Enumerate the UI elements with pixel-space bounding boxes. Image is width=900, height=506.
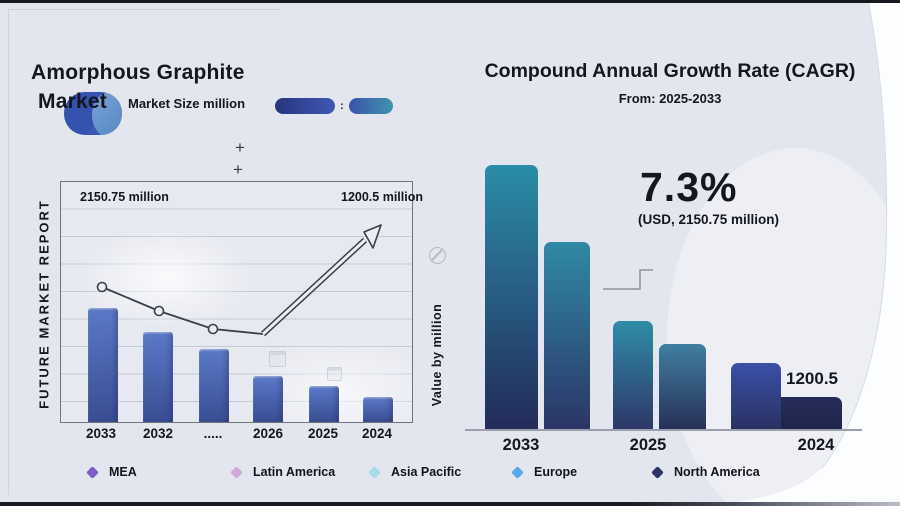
- cagr-bar-2025-1: [613, 321, 653, 429]
- annotation-2033-value: 2150.75 million: [80, 190, 169, 204]
- plus-mark-icon: +: [233, 160, 243, 179]
- cagr-bar-2033-1: [485, 165, 538, 429]
- bottom-border-strip: [0, 502, 900, 506]
- legend-label: Europe: [534, 465, 578, 479]
- legend-label: Asia Pacific: [391, 465, 462, 479]
- legend-item-asia-pacific: Asia Pacific: [368, 465, 462, 479]
- cagr-chart-axis-line: [465, 429, 862, 431]
- annotation-2024-value: 1200.5 million: [341, 190, 423, 204]
- legend-label: North America: [674, 465, 760, 479]
- market-size-bar-2026: [253, 376, 283, 422]
- left-chart-x-axis: 2033 2032..... 2026 2025 2024: [60, 426, 413, 444]
- cagr-usd-note: (USD, 2150.75 million): [638, 212, 780, 227]
- market-size-label: Market Size million: [128, 96, 246, 111]
- pie-slice-icon: [92, 92, 122, 135]
- cagr-bar-2025-2: [659, 344, 706, 429]
- x-tick-label-.....: .....: [203, 426, 223, 441]
- page-title-line2: Market: [38, 90, 107, 113]
- legend-item-north-america: North America: [651, 465, 760, 479]
- ratio-pill-gradient-icon: [348, 98, 393, 114]
- cagr-title: Compound Annual Growth Rate (CAGR): [484, 60, 856, 82]
- left-chart-y-axis-label: Value by million: [430, 303, 444, 407]
- market-size-bar-2033: [88, 308, 118, 422]
- cagr-x-label-2024: 2024: [797, 436, 835, 454]
- legend-label: Latin America: [253, 465, 336, 479]
- x-tick-label-2033: 2033: [85, 426, 117, 441]
- x-tick-label-2025: 2025: [307, 426, 339, 441]
- legend-item-latin-america: Latin America: [230, 465, 336, 479]
- top-border-strip: [0, 0, 900, 3]
- cagr-bar-2024-2: [781, 397, 842, 429]
- ratio-pills: :: [275, 98, 393, 114]
- cagr-value: 7.3%: [640, 164, 738, 210]
- ghost-window-icon: [327, 367, 342, 381]
- market-size-bars: [61, 182, 412, 422]
- frame-line-left: [8, 9, 9, 495]
- plus-mark-icon: +: [235, 138, 245, 157]
- cagr-2024-value-label: 1200.5: [786, 369, 838, 388]
- cagr-subtitle: From: 2025-2033: [618, 91, 722, 106]
- page-title-line1: Amorphous Graphite: [31, 61, 245, 84]
- trend-line-arrow: [96, 224, 382, 337]
- left-chart-watermark: FUTURE MARKET REPORT: [36, 199, 52, 409]
- frame-line-top: [8, 9, 280, 10]
- market-size-bar-.....: [199, 349, 229, 422]
- elbow-connector-icon: [603, 269, 653, 290]
- ghost-slash-circle-icon: [429, 247, 446, 264]
- x-tick-label-2032: 2032: [142, 426, 174, 441]
- ratio-colon: :: [340, 100, 344, 112]
- page-title: Amorphous Graphite Market: [31, 58, 245, 116]
- legend-diamond-icon: [651, 465, 664, 479]
- ratio-pill-dark-icon: [275, 98, 335, 114]
- legend-diamond-icon: [368, 465, 381, 479]
- legend-diamond-icon: [230, 465, 243, 479]
- x-tick-label-2026: 2026: [252, 426, 284, 441]
- legend-item-mea: MEA: [86, 465, 137, 479]
- cagr-bar-2033-2: [544, 242, 590, 429]
- market-size-bar-2025: [309, 386, 339, 422]
- legend-item-europe: Europe: [511, 465, 578, 479]
- market-size-bar-2032: [143, 332, 173, 422]
- legend-diamond-icon: [86, 465, 99, 479]
- ghost-window-icon: [269, 351, 286, 367]
- x-tick-label-2024: 2024: [361, 426, 393, 441]
- pie-chart-icon: [64, 92, 122, 135]
- cagr-bar-2024-1: [731, 363, 781, 429]
- cagr-x-label-2033: 2033: [502, 436, 540, 454]
- cagr-x-label-2025: 2025: [629, 436, 667, 454]
- market-size-chart: 2150.75 million 1200.5 million: [60, 181, 423, 423]
- legend-label: MEA: [109, 465, 137, 479]
- market-size-bar-2024: [363, 397, 393, 422]
- legend-diamond-icon: [511, 465, 524, 479]
